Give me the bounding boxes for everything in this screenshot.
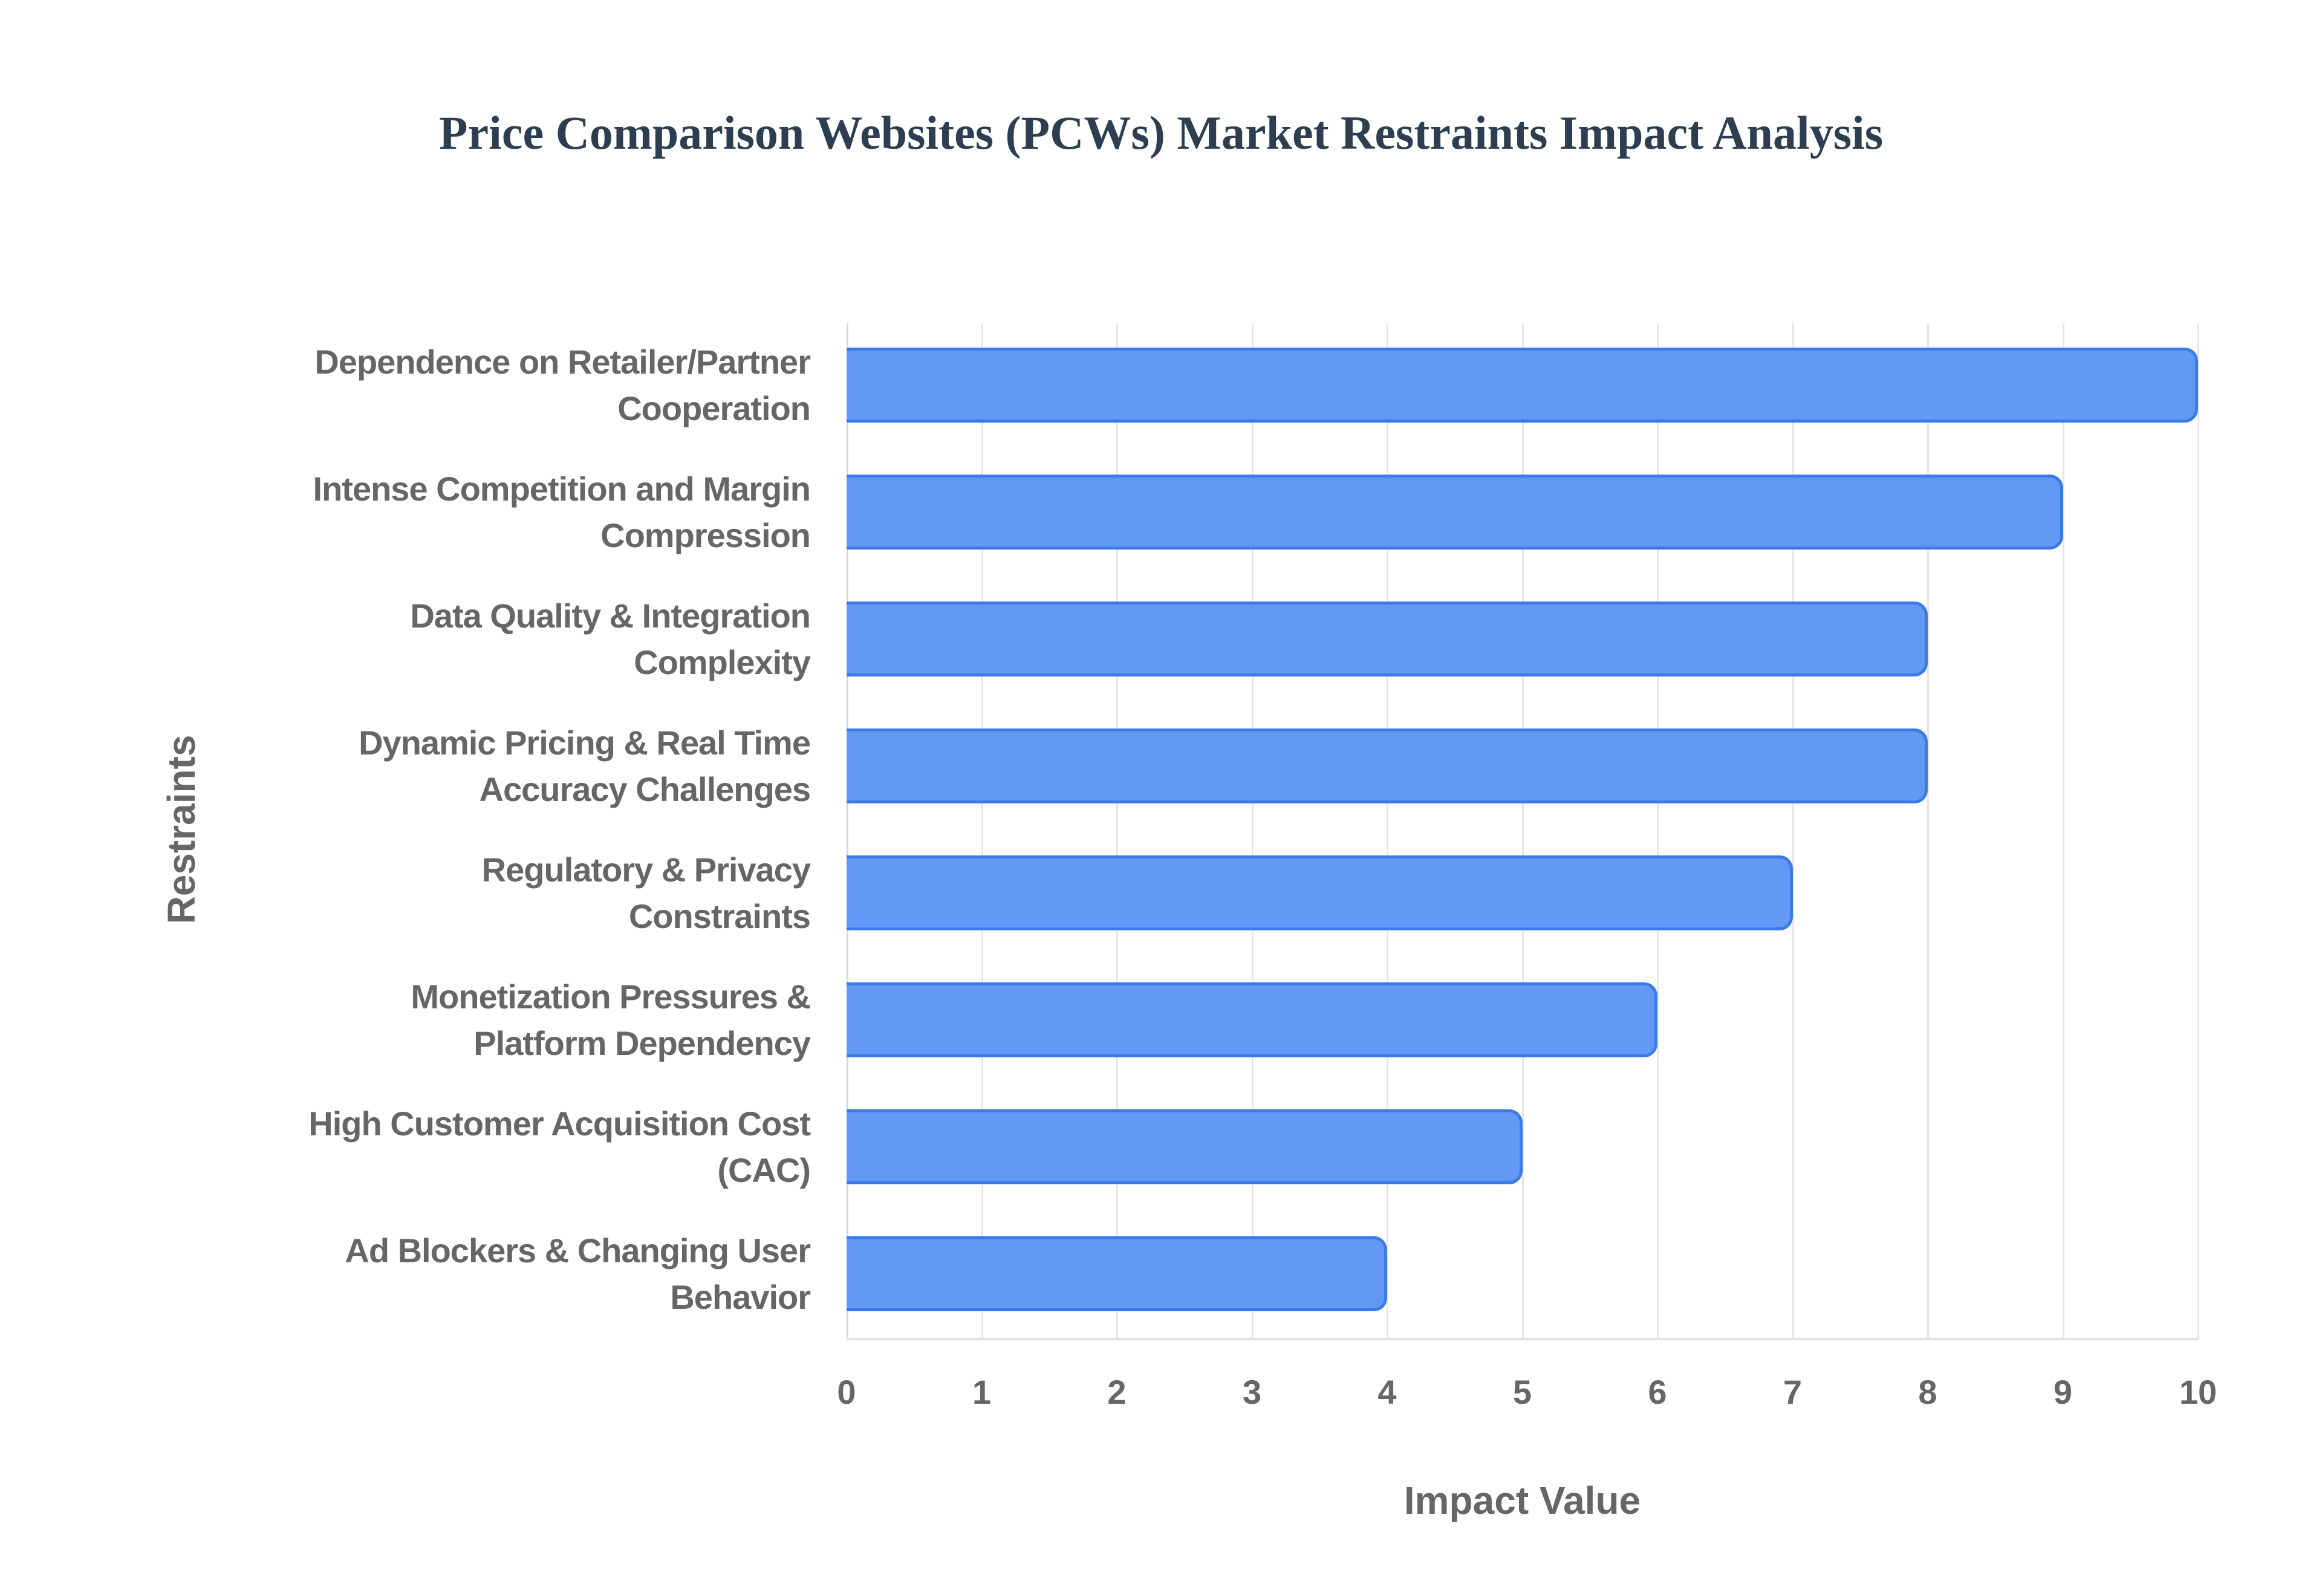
y-tick-label: Regulatory & Privacy Constraints: [145, 846, 811, 939]
y-tick-label: Ad Blockers & Changing User Behavior: [145, 1227, 811, 1320]
x-tick-label: 10: [2179, 1373, 2217, 1411]
y-tick-label-line: Accuracy Challenges: [479, 770, 811, 808]
y-tick-label-line: Dependence on Retailer/Partner: [314, 343, 811, 381]
gridline: [1251, 323, 1254, 1339]
y-tick-label-line: Complexity: [634, 643, 811, 681]
y-tick-label-line: Ad Blockers & Changing User: [345, 1231, 811, 1270]
bar[interactable]: [847, 348, 2198, 423]
y-tick-label: Monetization Pressures & Platform Depende…: [145, 973, 811, 1066]
x-tick-label: 0: [837, 1373, 856, 1411]
gridline: [1657, 323, 1659, 1339]
y-tick-label: High Customer Acquisition Cost (CAC): [145, 1100, 811, 1193]
x-tick-label: 2: [1107, 1373, 1127, 1411]
y-tick-label: Intense Competition and Margin Compressio…: [145, 465, 811, 559]
x-tick-label: 3: [1242, 1373, 1262, 1411]
x-tick-label: 7: [1783, 1373, 1803, 1411]
x-tick-label: 1: [972, 1373, 992, 1411]
y-tick-label: Dynamic Pricing & Real Time Accuracy Chal…: [145, 719, 811, 813]
y-tick-label: Data Quality & Integration Complexity: [145, 592, 811, 686]
x-tick-label: 9: [2053, 1373, 2073, 1411]
gridline: [1927, 323, 1929, 1339]
gridline: [2062, 323, 2064, 1339]
y-tick-label-line: High Customer Acquisition Cost: [308, 1105, 811, 1143]
y-tick-label-line: Platform Dependency: [473, 1024, 811, 1062]
y-tick-label: Dependence on Retailer/Partner Cooperatio…: [145, 339, 811, 432]
y-tick-label-line: Regulatory & Privacy: [481, 851, 811, 889]
x-tick-label: 4: [1377, 1373, 1397, 1411]
y-tick-label-line: Constraints: [628, 897, 811, 935]
y-tick-label-line: Behavior: [670, 1278, 811, 1316]
y-tick-label-line: Compression: [600, 516, 811, 554]
x-axis-line: [847, 1338, 2198, 1340]
y-tick-label-line: Cooperation: [617, 389, 811, 427]
bar[interactable]: [847, 1109, 1523, 1184]
x-tick-label: 8: [1918, 1373, 1937, 1411]
gridline: [2197, 323, 2199, 1339]
bar[interactable]: [847, 855, 1793, 930]
y-tick-label-line: (CAC): [717, 1151, 811, 1189]
x-tick-label: 6: [1648, 1373, 1667, 1411]
bar[interactable]: [847, 982, 1657, 1057]
bar[interactable]: [847, 1236, 1387, 1311]
gridline: [1792, 323, 1794, 1339]
bar[interactable]: [847, 475, 2063, 550]
y-tick-label-line: Dynamic Pricing & Real Time: [359, 724, 811, 762]
bar[interactable]: [847, 602, 1928, 676]
gridline: [1116, 323, 1118, 1339]
gridline: [981, 323, 983, 1339]
x-tick-label: 5: [1512, 1373, 1532, 1411]
bar[interactable]: [847, 728, 1928, 803]
chart-title: Price Comparison Websites (PCWs) Market …: [438, 106, 1884, 159]
y-tick-label-line: Intense Competition and Margin: [313, 470, 811, 508]
y-axis-line: [847, 323, 848, 1339]
x-axis-title: Impact Value: [1403, 1479, 1641, 1522]
y-tick-label-line: Data Quality & Integration: [410, 597, 811, 635]
gridline: [1521, 323, 1524, 1339]
gridline: [1387, 323, 1388, 1339]
y-tick-label-line: Monetization Pressures &: [411, 978, 811, 1016]
plot-area: [847, 323, 2199, 1340]
